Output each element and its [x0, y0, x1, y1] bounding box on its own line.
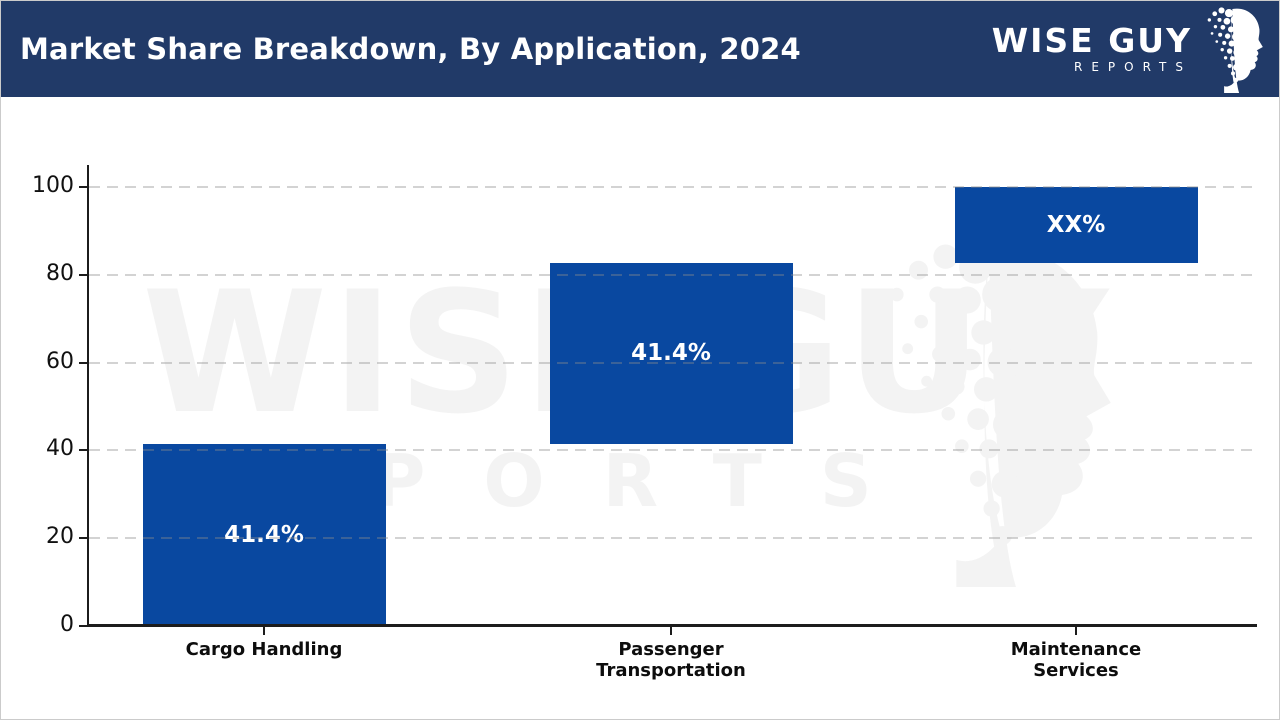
bar-value-label: 41.4%	[224, 522, 304, 549]
bar-value-label: XX%	[1046, 211, 1106, 238]
y-axis-tick	[79, 273, 87, 276]
category-label: Maintenance Services	[1010, 639, 1142, 681]
gridline	[89, 361, 1256, 364]
chart-title: Market Share Breakdown, By Application, …	[20, 31, 801, 66]
category-label: Passenger Transportation	[596, 639, 746, 681]
watermark-head-icon	[890, 244, 1111, 587]
y-axis-label: 20	[46, 524, 74, 550]
y-axis-tick	[79, 449, 87, 452]
y-axis-label: 100	[32, 173, 74, 198]
y-axis-tick	[79, 625, 87, 627]
bar-segment: 41.4%	[142, 444, 386, 626]
y-axis-label: 0	[60, 612, 74, 637]
x-axis-line	[87, 624, 1257, 627]
dotted-head-icon	[1207, 6, 1263, 93]
header-bar: Market Share Breakdown, By Application, …	[0, 0, 1280, 97]
brand-name: WISE GUY	[991, 20, 1192, 60]
x-axis-tick	[263, 627, 265, 635]
y-axis-label: 40	[46, 436, 74, 462]
y-axis-tick	[79, 186, 87, 188]
y-axis-tick	[79, 537, 87, 540]
y-axis-line	[87, 165, 89, 626]
bar-segment: XX%	[954, 187, 1198, 263]
y-axis-label: 60	[46, 348, 74, 374]
x-axis-tick	[670, 627, 672, 635]
x-axis-tick	[1075, 627, 1077, 635]
gridline	[89, 186, 1256, 188]
brand-subname: REPORTS	[1073, 59, 1192, 74]
y-axis-tick	[79, 361, 87, 364]
category-label: Cargo Handling	[185, 639, 343, 660]
bar-value-label: 41.4%	[631, 340, 711, 367]
y-axis-label: 80	[46, 260, 74, 286]
gridline	[89, 537, 1256, 540]
brand-logo-text: WISE GUY REPORTS	[992, 24, 1192, 74]
brand-logo: WISE GUY REPORTS	[992, 5, 1266, 93]
bar-segment: 41.4%	[549, 262, 793, 445]
gridline	[89, 273, 1256, 276]
gridline	[89, 449, 1256, 452]
chart-area: WISE GUY REPORTS 02040608010041.4%41.4%X…	[0, 97, 1280, 720]
